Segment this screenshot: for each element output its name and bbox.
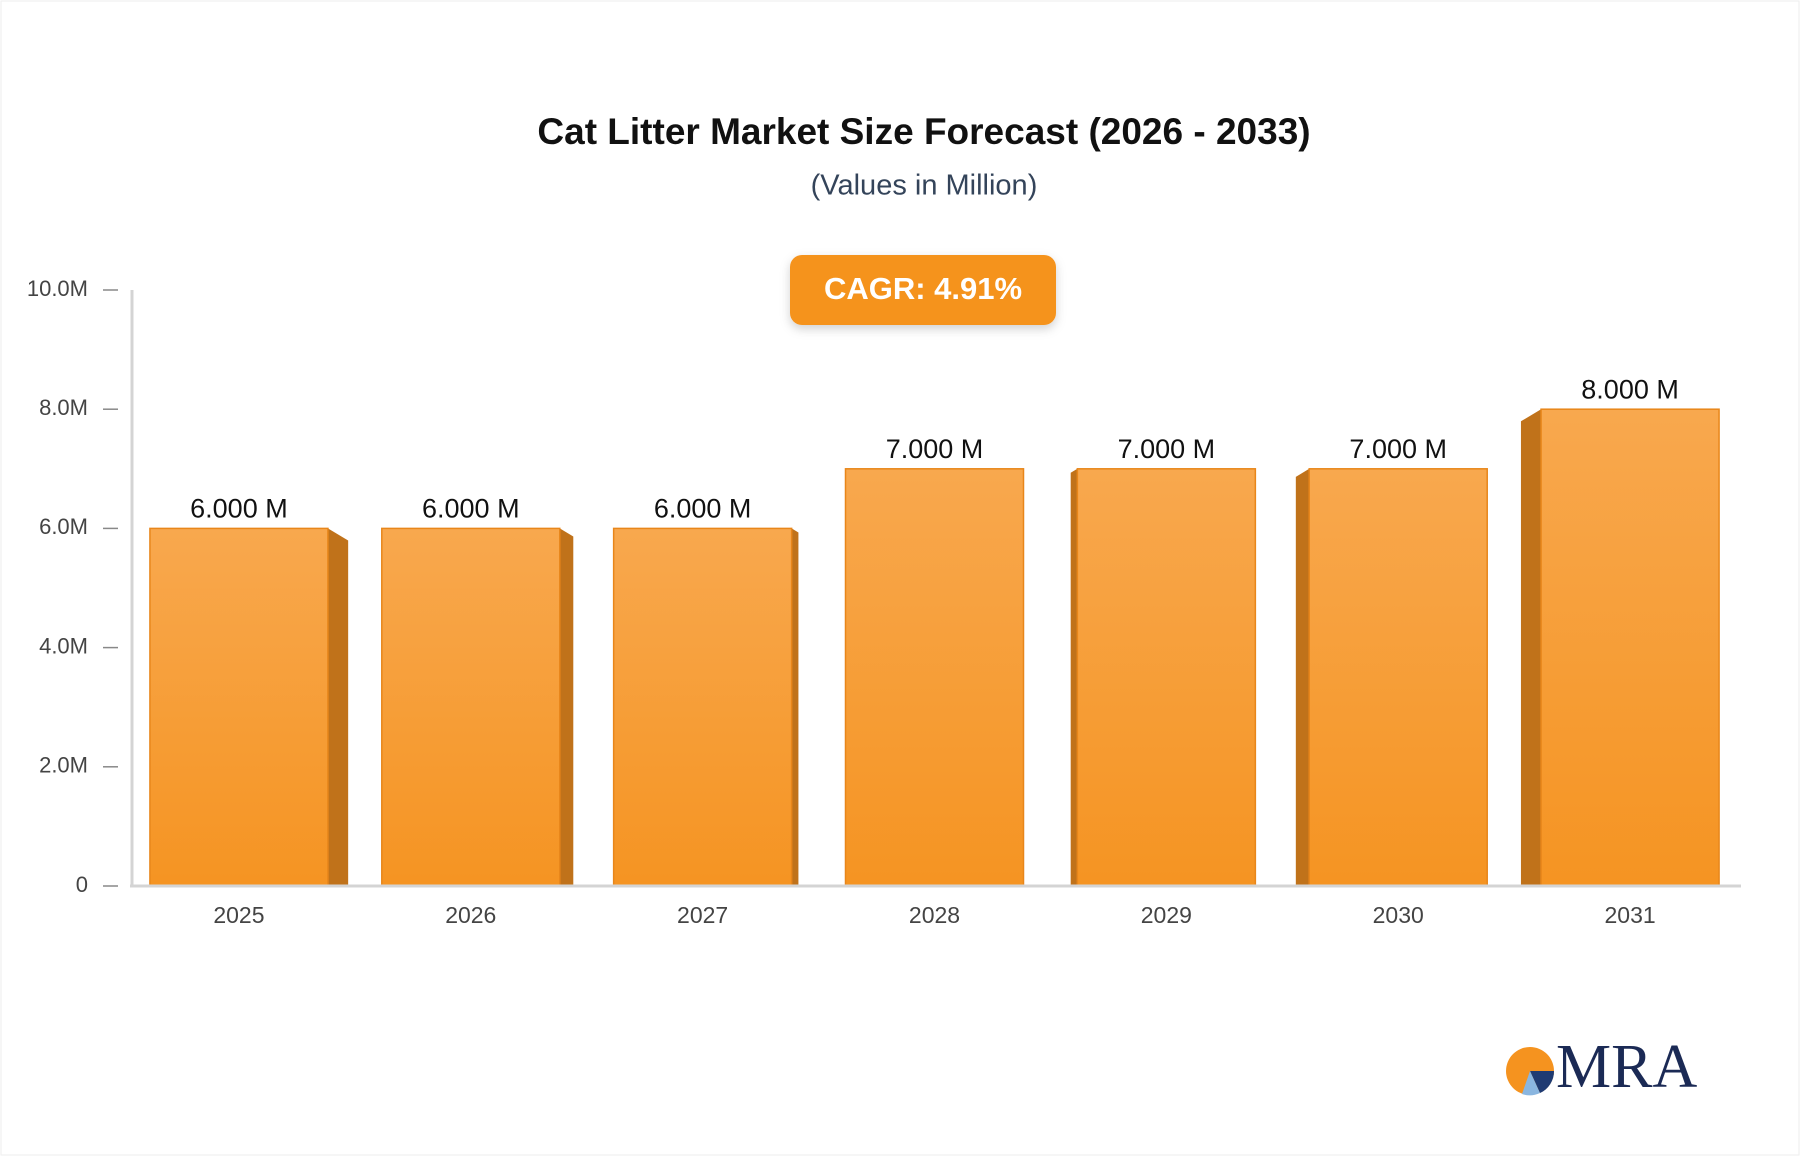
x-tick-label: 2028: [909, 902, 960, 928]
logo-icon-slice: [1522, 1071, 1540, 1096]
x-tick-label: 2029: [1141, 902, 1192, 928]
chart-title: Cat Litter Market Size Forecast (2026 - …: [537, 111, 1310, 152]
bar: [1308, 468, 1488, 887]
logo: MRA: [1506, 1033, 1697, 1101]
bar: [844, 468, 1025, 887]
cagr-badge: [790, 255, 1056, 325]
y-tick-label: 2.0M: [39, 753, 88, 778]
cagr-label: CAGR: 4.91%: [824, 271, 1022, 306]
y-tick-label: 6.0M: [39, 514, 88, 539]
bar: [1540, 408, 1720, 887]
bar-side: [1295, 468, 1310, 886]
value-label: 6.000 M: [422, 494, 520, 524]
value-label: 8.000 M: [1581, 374, 1679, 404]
x-tick-label: 2031: [1604, 902, 1655, 928]
bar-side: [791, 528, 799, 886]
value-label: 6.000 M: [190, 494, 288, 524]
value-label: 7.000 M: [1118, 434, 1216, 464]
value-label: 6.000 M: [654, 494, 752, 524]
bar: [612, 527, 793, 887]
y-tick-label: 4.0M: [39, 633, 88, 658]
bar-side: [1520, 409, 1542, 886]
x-tick-label: 2027: [677, 902, 728, 928]
bar: [149, 527, 329, 887]
x-tick-label: 2025: [213, 902, 264, 928]
value-label: 7.000 M: [886, 434, 984, 464]
y-tick-label: 8.0M: [39, 395, 88, 420]
value-label: 7.000 M: [1349, 434, 1447, 464]
y-tick-label: 10.0M: [27, 276, 88, 301]
bar: [381, 527, 561, 887]
bar-side: [559, 528, 574, 886]
x-tick-label: 2030: [1373, 902, 1424, 928]
bar-side: [327, 528, 349, 886]
logo-text: MRA: [1556, 1033, 1697, 1101]
y-tick-label: 0: [76, 872, 88, 897]
chart-subtitle: (Values in Million): [811, 170, 1038, 202]
logo-icon-slice: [1530, 1071, 1555, 1093]
bar: [1076, 468, 1257, 887]
x-tick-label: 2026: [445, 902, 496, 928]
bar-side: [1070, 468, 1078, 886]
